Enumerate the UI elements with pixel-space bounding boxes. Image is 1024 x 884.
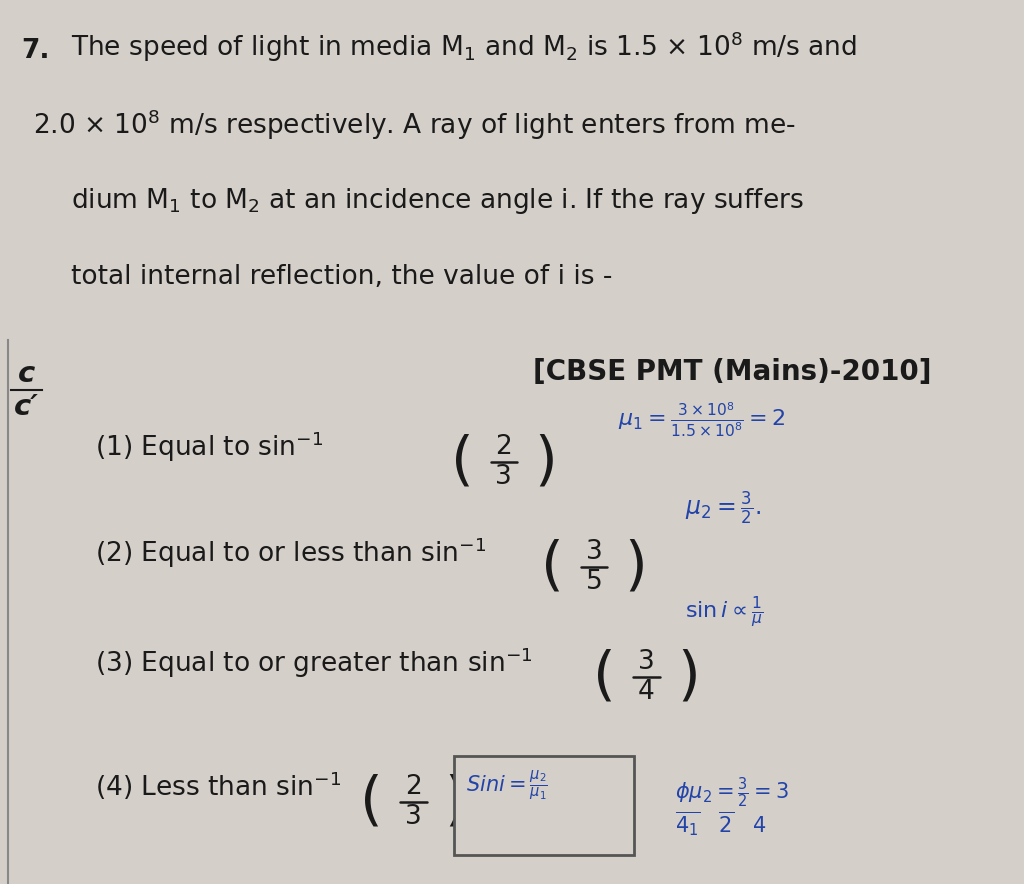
Text: [CBSE PMT (Mains)-2010]: [CBSE PMT (Mains)-2010] — [534, 358, 932, 386]
Text: (: ( — [360, 774, 383, 830]
Text: ): ) — [677, 649, 699, 705]
Text: 4: 4 — [638, 679, 655, 705]
Text: 3: 3 — [638, 649, 655, 675]
Text: 3: 3 — [496, 464, 512, 490]
Text: (3) Equal to or greater than sin$^{-1}$: (3) Equal to or greater than sin$^{-1}$ — [95, 645, 532, 680]
Text: $\mu_1 = \frac{3\times10^8}{1.5\times10^8} = 2$: $\mu_1 = \frac{3\times10^8}{1.5\times10^… — [617, 400, 785, 438]
Text: 5: 5 — [586, 569, 602, 595]
Text: total internal reflection, the value of i is -: total internal reflection, the value of … — [72, 264, 612, 290]
Text: dium M$_1$ to M$_2$ at an incidence angle i. If the ray suffers: dium M$_1$ to M$_2$ at an incidence angl… — [72, 186, 804, 216]
Text: c: c — [18, 360, 35, 388]
Text: The speed of light in media M$_1$ and M$_2$ is 1.5 × 10$^8$ m/s and: The speed of light in media M$_1$ and M$… — [72, 30, 857, 65]
Text: (1) Equal to sin$^{-1}$: (1) Equal to sin$^{-1}$ — [95, 430, 324, 464]
Text: c′: c′ — [14, 393, 39, 421]
Text: $\mu_2 = \frac{3}{2}.$: $\mu_2 = \frac{3}{2}.$ — [684, 490, 761, 528]
Text: $\mathit{Sini} = \frac{\mu_2}{\mu_1}$: $\mathit{Sini} = \frac{\mu_2}{\mu_1}$ — [466, 768, 548, 803]
Text: ): ) — [535, 433, 557, 491]
Text: (: ( — [593, 649, 616, 705]
Text: (4) Less than sin$^{-1}$: (4) Less than sin$^{-1}$ — [95, 770, 341, 803]
Text: $\overline{4_1} \quad \overline{2} \quad 4$: $\overline{4_1} \quad \overline{2} \quad… — [675, 810, 766, 839]
Text: $\sin i \propto \frac{1}{\mu}$: $\sin i \propto \frac{1}{\mu}$ — [684, 595, 763, 630]
Text: (2) Equal to or less than sin$^{-1}$: (2) Equal to or less than sin$^{-1}$ — [95, 535, 486, 569]
FancyBboxPatch shape — [455, 756, 634, 855]
Text: 7.: 7. — [20, 38, 49, 64]
Text: ): ) — [625, 538, 647, 596]
Text: $\phi\mu_2 = \frac{3}{2} = 3$: $\phi\mu_2 = \frac{3}{2} = 3$ — [675, 775, 788, 810]
Text: 3: 3 — [586, 539, 602, 565]
Text: ): ) — [444, 774, 467, 830]
Text: 2: 2 — [496, 434, 512, 460]
Text: 2.0 × 10$^8$ m/s respectively. A ray of light enters from me-: 2.0 × 10$^8$ m/s respectively. A ray of … — [33, 108, 796, 142]
Text: (: ( — [541, 538, 564, 596]
Text: 2: 2 — [406, 774, 422, 800]
Text: 3: 3 — [406, 804, 422, 830]
Text: (: ( — [451, 433, 473, 491]
